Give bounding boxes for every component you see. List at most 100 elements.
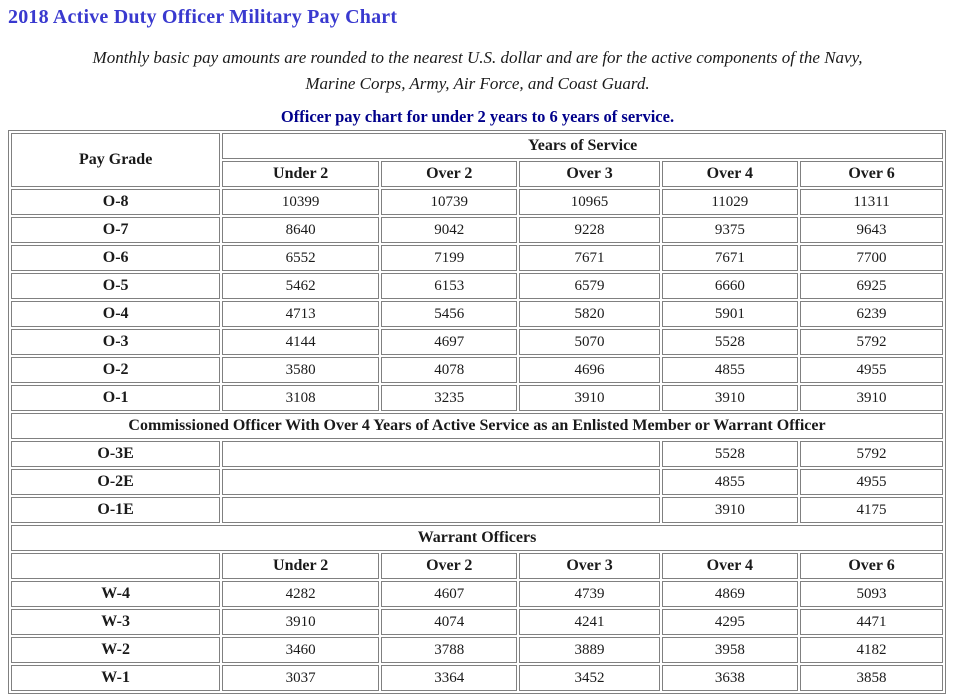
pay-grade-cell: O-6 [11, 245, 221, 271]
pay-value-cell: 3460 [222, 637, 380, 663]
pay-value-cell: 5901 [661, 301, 799, 327]
pay-value-cell: 5070 [519, 329, 660, 355]
enlisted-section-row: Commissioned Officer With Over 4 Years o… [11, 413, 943, 439]
pay-grade-cell: W-1 [11, 665, 221, 691]
pay-value-cell: 3788 [381, 637, 518, 663]
table-row-o6: O-6 6552 7199 7671 7671 7700 [11, 245, 943, 271]
table-row-o2: O-2 3580 4078 4696 4855 4955 [11, 357, 943, 383]
pay-grade-cell: O-2E [11, 469, 221, 495]
table-row-o8: O-8 10399 10739 10965 11029 11311 [11, 189, 943, 215]
subtitle-line-2: Marine Corps, Army, Air Force, and Coast… [305, 74, 650, 93]
pay-value-cell: 4955 [800, 469, 943, 495]
empty-pay-cell [222, 497, 660, 523]
pay-value-cell: 4144 [222, 329, 380, 355]
pay-value-cell: 11311 [800, 189, 943, 215]
pay-value-cell: 4739 [519, 581, 660, 607]
pay-value-cell: 5820 [519, 301, 660, 327]
pay-grade-cell: O-2 [11, 357, 221, 383]
empty-pay-cell [222, 441, 660, 467]
warrant-col-header-over-3: Over 3 [519, 553, 660, 579]
pay-grade-cell: W-2 [11, 637, 221, 663]
warrant-col-header-over-6: Over 6 [800, 553, 943, 579]
pay-value-cell: 4074 [381, 609, 518, 635]
table-row-o1e: O-1E 3910 4175 [11, 497, 943, 523]
pay-value-cell: 7671 [519, 245, 660, 271]
pay-value-cell: 10965 [519, 189, 660, 215]
pay-value-cell: 3889 [519, 637, 660, 663]
pay-grade-cell: O-3 [11, 329, 221, 355]
pay-value-cell: 5792 [800, 329, 943, 355]
pay-grade-cell: O-3E [11, 441, 221, 467]
pay-value-cell: 8640 [222, 217, 380, 243]
pay-value-cell: 6239 [800, 301, 943, 327]
pay-value-cell: 5792 [800, 441, 943, 467]
pay-grade-cell: W-4 [11, 581, 221, 607]
header-row-columns: Under 2 Over 2 Over 3 Over 4 Over 6 [11, 161, 943, 187]
table-caption: Officer pay chart for under 2 years to 6… [280, 107, 675, 126]
pay-value-cell: 3910 [222, 609, 380, 635]
pay-grade-corner-header: Pay Grade [11, 133, 221, 187]
pay-value-cell: 10399 [222, 189, 380, 215]
pay-value-cell: 3910 [661, 497, 799, 523]
pay-value-cell: 4713 [222, 301, 380, 327]
warrant-section-header: Warrant Officers [11, 525, 943, 551]
col-header-over-3: Over 3 [519, 161, 660, 187]
pay-value-cell: 3364 [381, 665, 518, 691]
col-header-over-6: Over 6 [800, 161, 943, 187]
pay-value-cell: 3638 [661, 665, 799, 691]
pay-value-cell: 3910 [800, 385, 943, 411]
pay-grade-cell: O-8 [11, 189, 221, 215]
empty-pay-cell [222, 469, 660, 495]
pay-value-cell: 7700 [800, 245, 943, 271]
pay-value-cell: 6579 [519, 273, 660, 299]
subtitle: Monthly basic pay amounts are rounded to… [28, 45, 928, 97]
pay-value-cell: 7671 [661, 245, 799, 271]
pay-value-cell: 11029 [661, 189, 799, 215]
pay-value-cell: 4869 [661, 581, 799, 607]
pay-value-cell: 4955 [800, 357, 943, 383]
pay-grade-cell: O-5 [11, 273, 221, 299]
warrant-header-row: Under 2 Over 2 Over 3 Over 4 Over 6 [11, 553, 943, 579]
table-row-w1: W-1 3037 3364 3452 3638 3858 [11, 665, 943, 691]
pay-value-cell: 3910 [661, 385, 799, 411]
pay-value-cell: 5528 [661, 441, 799, 467]
pay-value-cell: 4696 [519, 357, 660, 383]
pay-value-cell: 9228 [519, 217, 660, 243]
pay-value-cell: 6925 [800, 273, 943, 299]
table-row-w3: W-3 3910 4074 4241 4295 4471 [11, 609, 943, 635]
table-row-o2e: O-2E 4855 4955 [11, 469, 943, 495]
pay-grade-cell: O-7 [11, 217, 221, 243]
table-row-o7: O-7 8640 9042 9228 9375 9643 [11, 217, 943, 243]
pay-value-cell: 5462 [222, 273, 380, 299]
pay-value-cell: 4295 [661, 609, 799, 635]
pay-value-cell: 5528 [661, 329, 799, 355]
pay-grade-cell: W-3 [11, 609, 221, 635]
header-row-group: Pay Grade Years of Service [11, 133, 943, 187]
pay-value-cell: 9375 [661, 217, 799, 243]
pay-value-cell: 4182 [800, 637, 943, 663]
pay-value-cell: 4607 [381, 581, 518, 607]
pay-value-cell: 3858 [800, 665, 943, 691]
years-of-service-header: Years of Service [222, 133, 943, 159]
pay-value-cell: 4175 [800, 497, 943, 523]
pay-value-cell: 9643 [800, 217, 943, 243]
pay-value-cell: 5456 [381, 301, 518, 327]
subtitle-line-1: Monthly basic pay amounts are rounded to… [92, 48, 863, 67]
pay-value-cell: 9042 [381, 217, 518, 243]
pay-value-cell: 3910 [519, 385, 660, 411]
table-row-o1: O-1 3108 3235 3910 3910 3910 [11, 385, 943, 411]
pay-value-cell: 4471 [800, 609, 943, 635]
pay-value-cell: 4282 [222, 581, 380, 607]
empty-corner-cell [11, 553, 221, 579]
pay-value-cell: 7199 [381, 245, 518, 271]
table-row-w2: W-2 3460 3788 3889 3958 4182 [11, 637, 943, 663]
pay-value-cell: 6552 [222, 245, 380, 271]
table-row-o3e: O-3E 5528 5792 [11, 441, 943, 467]
page-title: 2018 Active Duty Officer Military Pay Ch… [8, 6, 398, 28]
pay-value-cell: 3958 [661, 637, 799, 663]
pay-chart-table: Pay Grade Years of Service Under 2 Over … [8, 130, 946, 694]
table-row-w4: W-4 4282 4607 4739 4869 5093 [11, 581, 943, 607]
pay-value-cell: 3108 [222, 385, 380, 411]
pay-grade-cell: O-1E [11, 497, 221, 523]
col-header-over-4: Over 4 [661, 161, 799, 187]
